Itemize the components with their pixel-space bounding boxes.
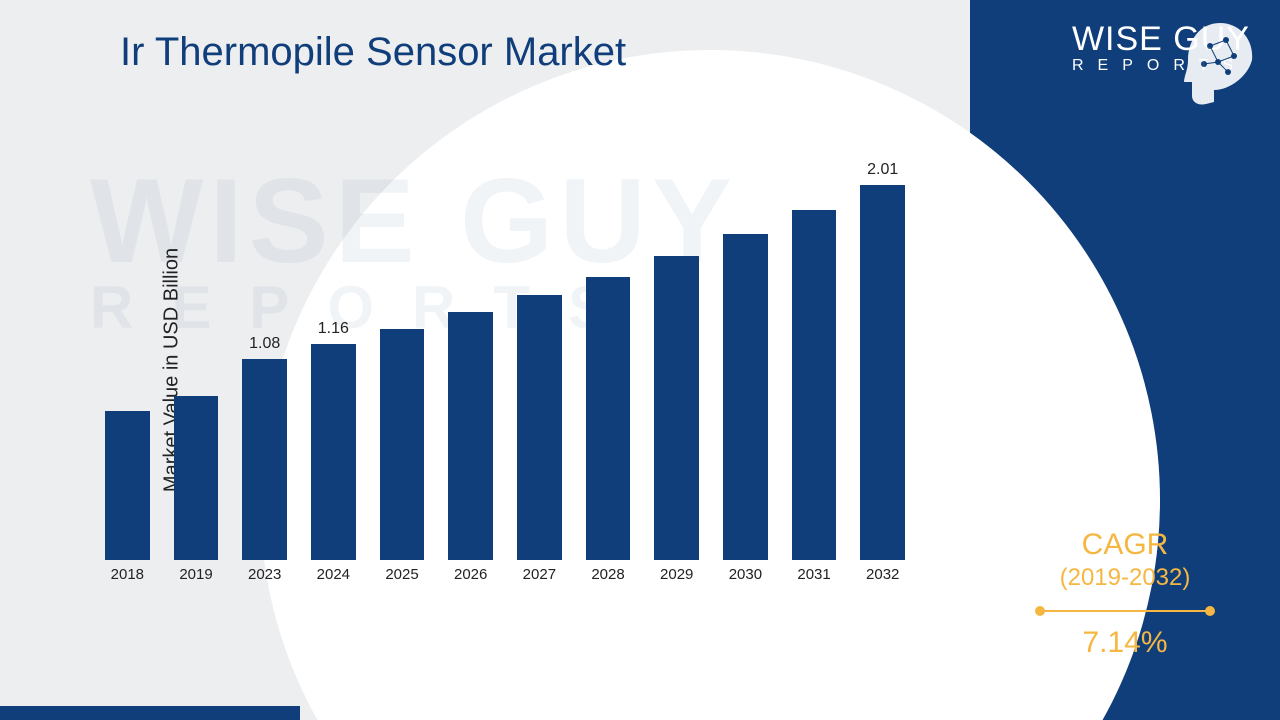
cagr-period: (2019-2032): [1010, 564, 1240, 592]
bar-chart: Market Value in USD Billion 1.081.162.01…: [80, 150, 910, 590]
bar-wrap: 1.08: [237, 150, 292, 560]
bar: [174, 396, 219, 560]
bar-wrap: [443, 150, 498, 560]
x-tick-label: 2027: [512, 560, 567, 590]
plot-area: 1.08 1.16 2.01: [100, 150, 910, 560]
bars-container: 1.08 1.16 2.01: [100, 150, 910, 560]
bar-wrap: 1.16: [306, 150, 361, 560]
bar-wrap: [649, 150, 704, 560]
bar: [586, 277, 631, 560]
x-tick-label: 2032: [855, 560, 910, 590]
x-tick-label: 2026: [443, 560, 498, 590]
bar-wrap: [581, 150, 636, 560]
bar-value-label: 2.01: [867, 161, 898, 179]
bar: [654, 256, 699, 560]
bar-wrap: [169, 150, 224, 560]
bar-wrap: [718, 150, 773, 560]
x-tick-label: 2024: [306, 560, 361, 590]
logo-head-icon: [1180, 18, 1260, 108]
x-axis: 2018 2019 2023 2024 2025 2026 2027 2028 2029 2030…: [100, 560, 910, 590]
bar: [723, 234, 768, 560]
x-tick-label: 2018: [100, 560, 155, 590]
cagr-value: 7.14%: [1010, 626, 1240, 660]
bar-wrap: [100, 150, 155, 560]
bar: [517, 295, 562, 560]
x-tick-label: 2023: [237, 560, 292, 590]
x-tick-label: 2028: [581, 560, 636, 590]
cagr-block: CAGR (2019-2032) 7.14%: [1010, 528, 1240, 660]
bar-wrap: [375, 150, 430, 560]
bar: [448, 312, 493, 560]
bar-wrap: [787, 150, 842, 560]
footer-accent-bar: [0, 706, 300, 720]
x-tick-label: 2031: [787, 560, 842, 590]
bar-wrap: [512, 150, 567, 560]
bar-wrap: 2.01: [855, 150, 910, 560]
x-tick-label: 2019: [169, 560, 224, 590]
x-tick-label: 2025: [375, 560, 430, 590]
bar: [380, 329, 425, 560]
bar: [105, 411, 150, 560]
bar: [860, 185, 905, 560]
bar-value-label: 1.08: [249, 335, 280, 353]
bar: [792, 210, 837, 560]
cagr-divider: [1040, 610, 1210, 612]
cagr-title: CAGR: [1010, 528, 1240, 562]
bar-value-label: 1.16: [318, 320, 349, 338]
bar: [242, 359, 287, 560]
x-tick-label: 2029: [649, 560, 704, 590]
chart-title: Ir Thermopile Sensor Market: [120, 30, 626, 75]
infographic-canvas: WISE GUY REPORTS Ir Thermopile Sensor Ma…: [0, 0, 1280, 720]
bar: [311, 344, 356, 560]
x-tick-label: 2030: [718, 560, 773, 590]
